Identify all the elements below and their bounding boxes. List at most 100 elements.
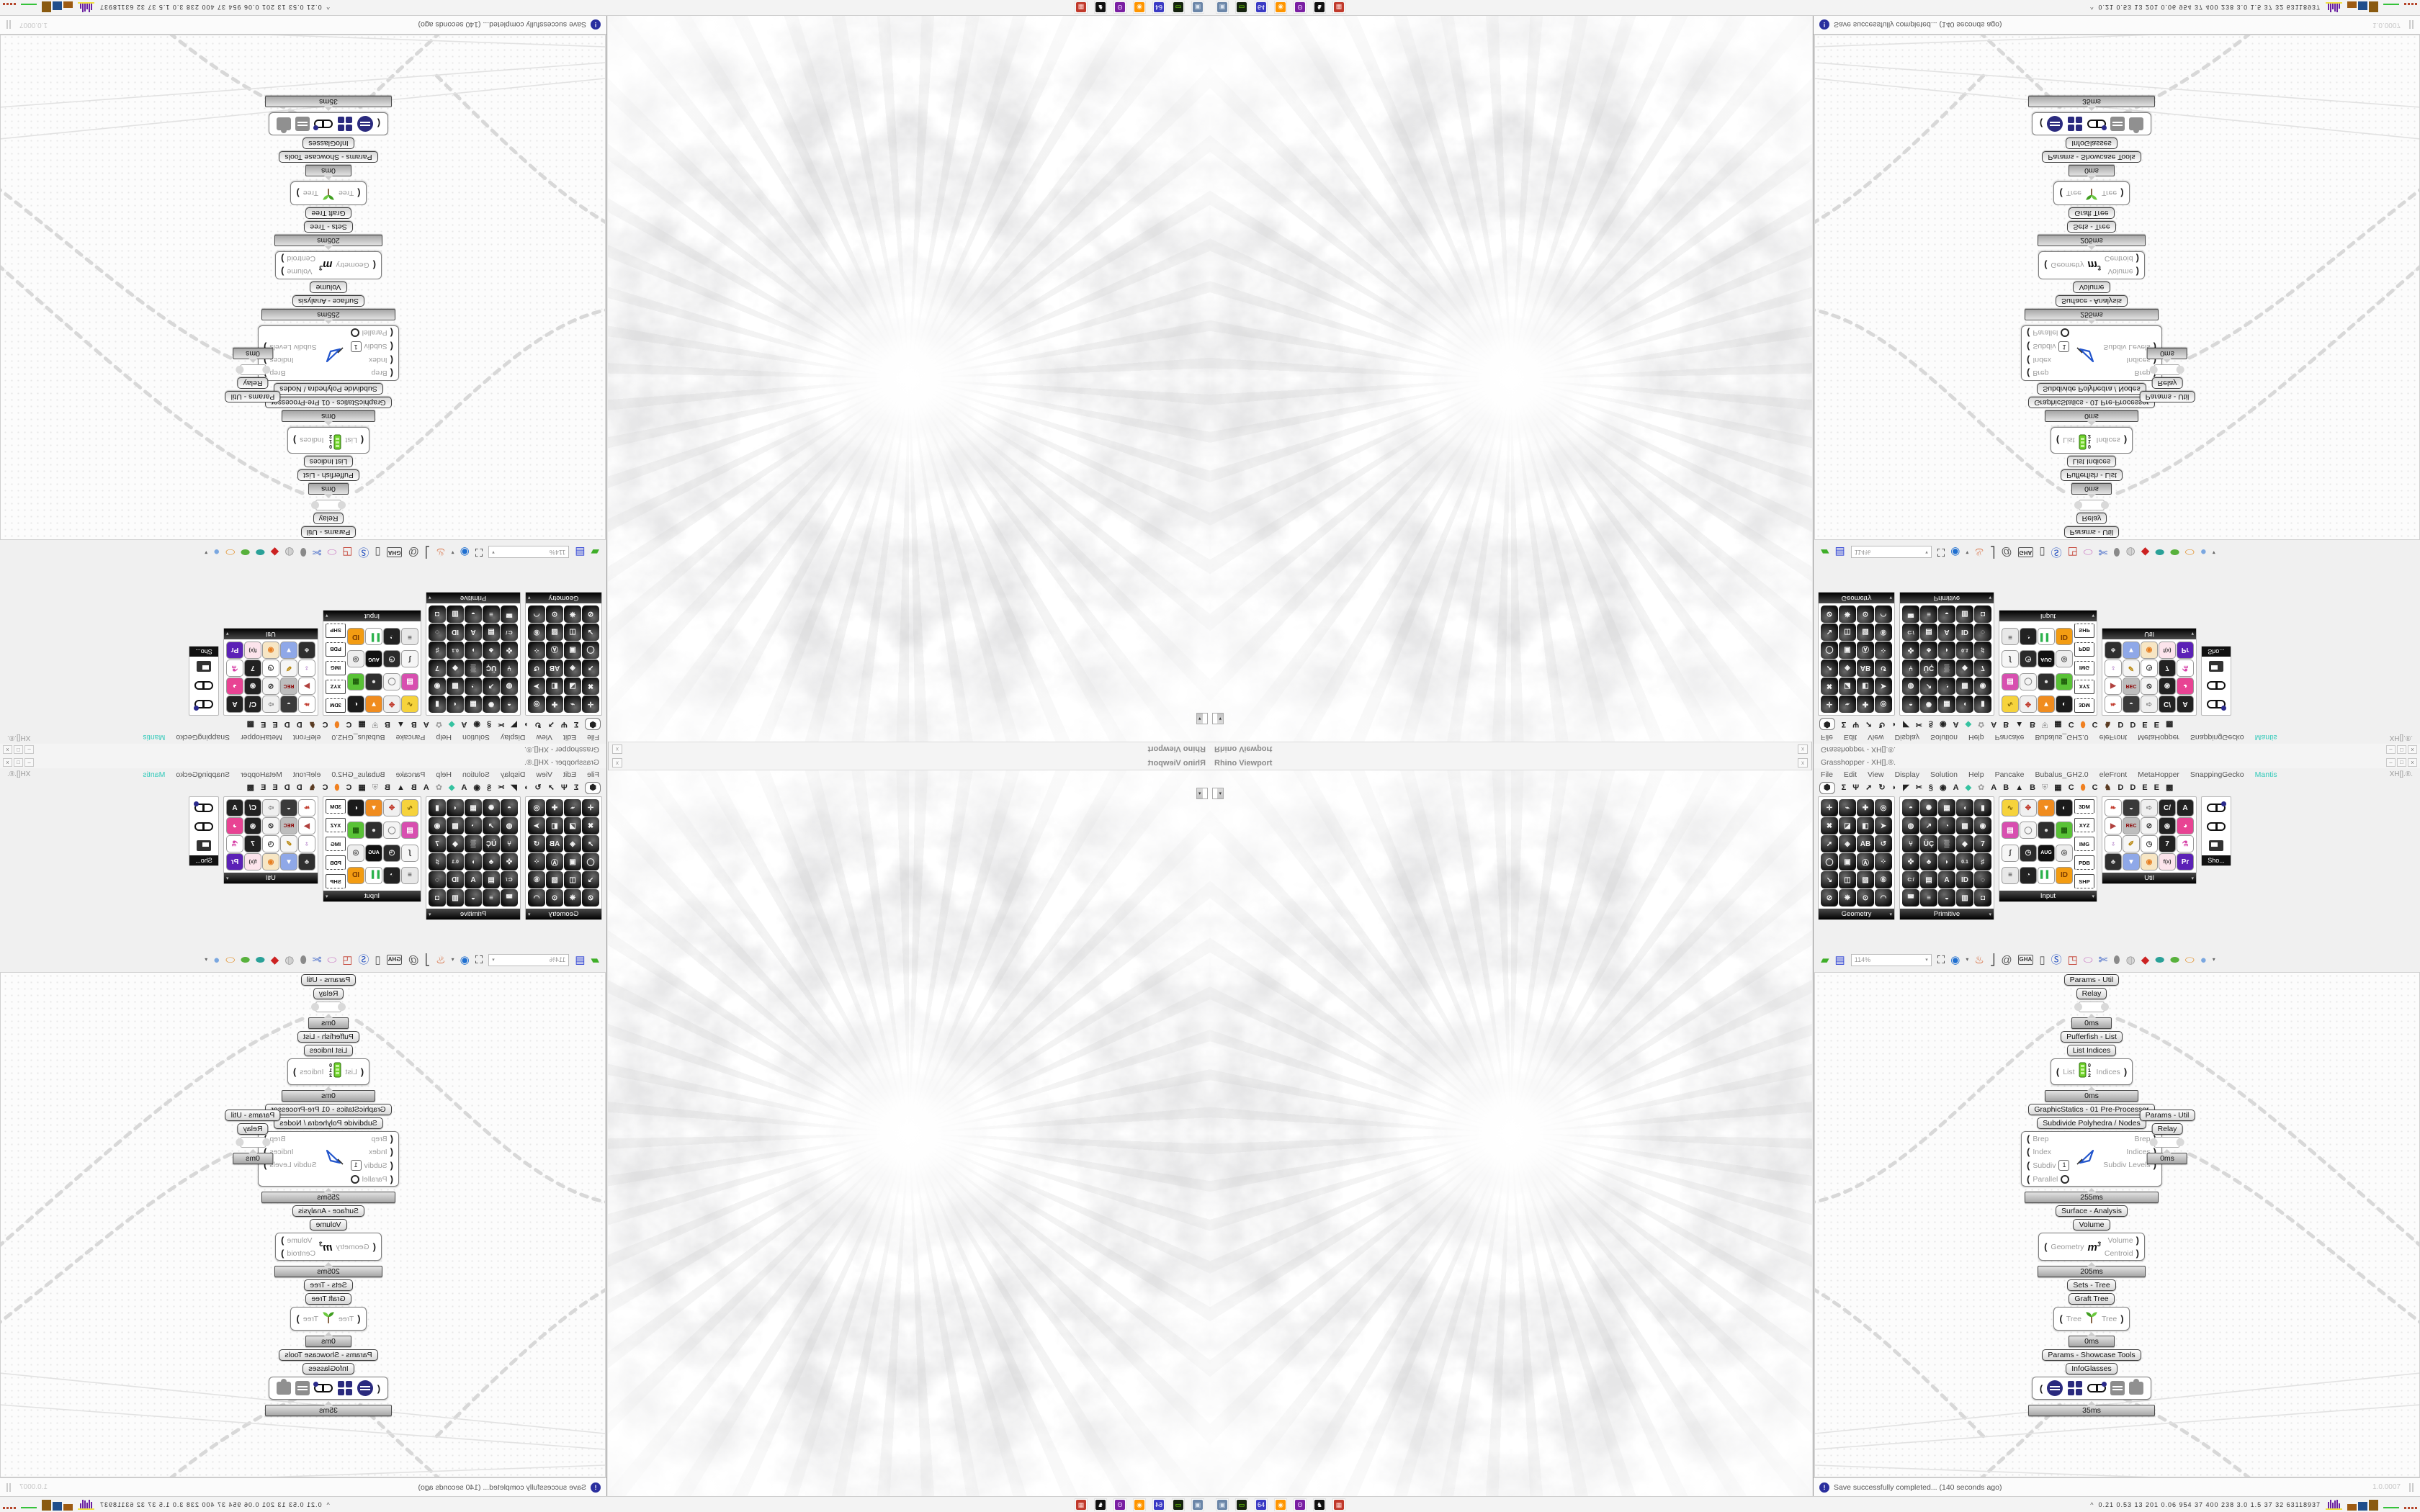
component-icon[interactable]: ↗ (1920, 817, 1937, 834)
component-icon[interactable]: ◪ (564, 817, 581, 834)
component-icon[interactable]: f(x) (2159, 853, 2176, 870)
component-icon[interactable]: ⚗ (226, 835, 243, 852)
zoom-select[interactable]: 114% ▾ (1850, 953, 1932, 966)
component-icon[interactable]: ◷ (2020, 650, 2037, 668)
component-icon[interactable]: 7 (1974, 660, 1991, 677)
component-icon[interactable]: ◔ (465, 678, 482, 695)
filetype-stamp-icon[interactable]: IMG (2074, 837, 2094, 851)
component-icon[interactable]: ◒ (2123, 799, 2140, 816)
component-icon[interactable]: AUG (365, 650, 382, 668)
ribbon-tab-icon[interactable]: ⬢ (1819, 718, 1835, 731)
taskbar-app[interactable]: ▭ (1172, 1498, 1185, 1511)
gem-red-icon[interactable]: ◆ (270, 546, 279, 559)
component-icon[interactable]: ◆ (1956, 660, 1973, 677)
component-icon[interactable]: ⊘ (1821, 889, 1838, 906)
component-icon[interactable]: C/ (244, 799, 261, 816)
port-grip[interactable]: ) (292, 1066, 297, 1077)
ribbon-tab-icon[interactable]: D (2130, 720, 2136, 729)
component-icon[interactable]: 7 (429, 835, 446, 852)
ribbon-tab-icon[interactable]: C (346, 783, 352, 792)
component-icon[interactable]: ⑥ (1875, 871, 1892, 888)
parallel-toggle[interactable] (2061, 1174, 2070, 1184)
menu-item-help[interactable]: Help (436, 770, 452, 779)
filetype-stamp-icon[interactable]: XYZ (326, 818, 346, 832)
component-icon[interactable]: ◐ (347, 696, 364, 713)
component-icon[interactable]: ▍▍ (2038, 628, 2055, 646)
component-icon[interactable]: ▦ (347, 672, 364, 690)
component-icon[interactable]: ↺ (1875, 660, 1892, 677)
component-icon[interactable]: ID (347, 628, 364, 646)
ribbon-tab-icon[interactable]: D (2118, 720, 2124, 729)
component-icon[interactable]: ▨ (1857, 871, 1874, 888)
component-icon[interactable]: ▩ (1956, 817, 1973, 834)
component-icon[interactable]: Ⓐ (546, 642, 563, 659)
rhino-viewport-titlebar[interactable]: Rhino Viewport x (1210, 742, 1811, 756)
component-icon[interactable]: ▦ (465, 799, 482, 816)
port-grip[interactable]: ( (2027, 1146, 2030, 1157)
ribbon-tab-icon[interactable]: ♞ (308, 783, 316, 792)
component-icon[interactable]: ♣ (298, 853, 315, 870)
component-icon[interactable]: ➪ (262, 696, 279, 713)
menu-item-file[interactable]: File (1821, 733, 1833, 742)
component-icon[interactable]: ✛ (582, 696, 599, 713)
save-file-icon[interactable]: ▤ (1834, 546, 1845, 559)
sphere-blue-icon[interactable]: ● (2200, 953, 2207, 966)
ribbon-tab-icon[interactable]: ◗ (523, 720, 529, 729)
search-icon[interactable]: Ⓢ (358, 953, 369, 966)
menu-item-pancake[interactable]: Pancake (395, 770, 426, 779)
component-icon[interactable]: AUG (2038, 650, 2055, 668)
component-icon[interactable]: f(x) (244, 853, 261, 870)
component-icon[interactable]: ▼ (365, 696, 382, 713)
component-icon[interactable]: 7 (429, 660, 446, 677)
component-icon[interactable]: ♁ (2105, 835, 2122, 852)
at-icon[interactable]: @ (2001, 546, 2012, 559)
component-icon[interactable]: ▦ (1938, 799, 1955, 816)
ribbon-tab-icon[interactable]: ⬮ (334, 783, 340, 792)
port-grip[interactable]: ( (390, 355, 393, 366)
ribbon-tab-icon[interactable]: § (486, 720, 492, 729)
capsule-orange-icon[interactable]: ⬭ (2184, 546, 2195, 559)
ribbon-tab-icon[interactable]: D (296, 720, 302, 729)
tray-bars-widget[interactable] (2347, 1499, 2378, 1511)
component-icon[interactable]: ➪ (262, 799, 279, 816)
component-icon[interactable]: ◯ (383, 822, 400, 840)
ribbon-tab-icon[interactable]: ➚ (1865, 783, 1873, 792)
ribbon-tab-icon[interactable]: ▦ (2054, 783, 2062, 792)
component-icon[interactable]: ◯ (2020, 672, 2037, 690)
tray-expand-icon[interactable]: ^ (326, 1500, 330, 1508)
component-icon[interactable]: ◎ (528, 799, 545, 816)
ribbon-tab-icon[interactable]: ▩ (2165, 720, 2174, 729)
wire-cut-icon[interactable]: ✄ (312, 546, 322, 559)
preview-eye-icon[interactable]: ◉ (460, 546, 470, 559)
node-group-label[interactable]: Pufferfish - List (297, 1031, 359, 1043)
component-icon[interactable]: ◯ (383, 672, 400, 690)
port-grip[interactable]: ( (360, 435, 364, 446)
component-icon[interactable]: ♯ (429, 642, 446, 659)
node-group-label[interactable]: Sets - Tree (304, 1279, 353, 1291)
node-group-label[interactable]: Params - Showcase Tools (279, 151, 378, 163)
ribbon-group-label[interactable]: Geometry ▾ (526, 593, 601, 603)
component-icon[interactable]: 0.1 (447, 853, 464, 870)
ribbon-tab-icon[interactable]: ⛨ (372, 720, 378, 729)
component-icon[interactable]: ❧ (298, 696, 315, 713)
component-icon[interactable]: ▶ (298, 817, 315, 834)
port-grip[interactable]: ) (2136, 253, 2139, 264)
close-button[interactable]: x (2408, 757, 2417, 767)
port-grip[interactable]: ( (357, 188, 361, 199)
component-icon[interactable]: ◗ (1938, 853, 1955, 870)
node-group-label[interactable]: Surface - Analysis (2055, 295, 2128, 307)
relay-node[interactable] (240, 1137, 266, 1148)
ribbon-tab-icon[interactable]: ↻ (534, 720, 542, 729)
port-grip[interactable]: ) (2120, 188, 2124, 199)
ribbon-tab-icon[interactable]: E (261, 783, 266, 792)
component-icon[interactable]: ◉ (2141, 853, 2158, 870)
component-icon[interactable]: ▶ (2105, 817, 2122, 834)
component-icon[interactable]: ↗ (483, 678, 500, 695)
component-icon[interactable]: ▒ (1938, 835, 1955, 852)
component-icon[interactable]: ◓ (1902, 799, 1919, 816)
node-group-label[interactable]: Params - Showcase Tools (2042, 1349, 2141, 1361)
at-icon[interactable]: @ (408, 953, 419, 966)
component-icon[interactable]: REC (280, 817, 297, 834)
presentation-board-icon[interactable] (2204, 658, 2228, 675)
component-icon[interactable]: ◒ (1938, 606, 1955, 623)
